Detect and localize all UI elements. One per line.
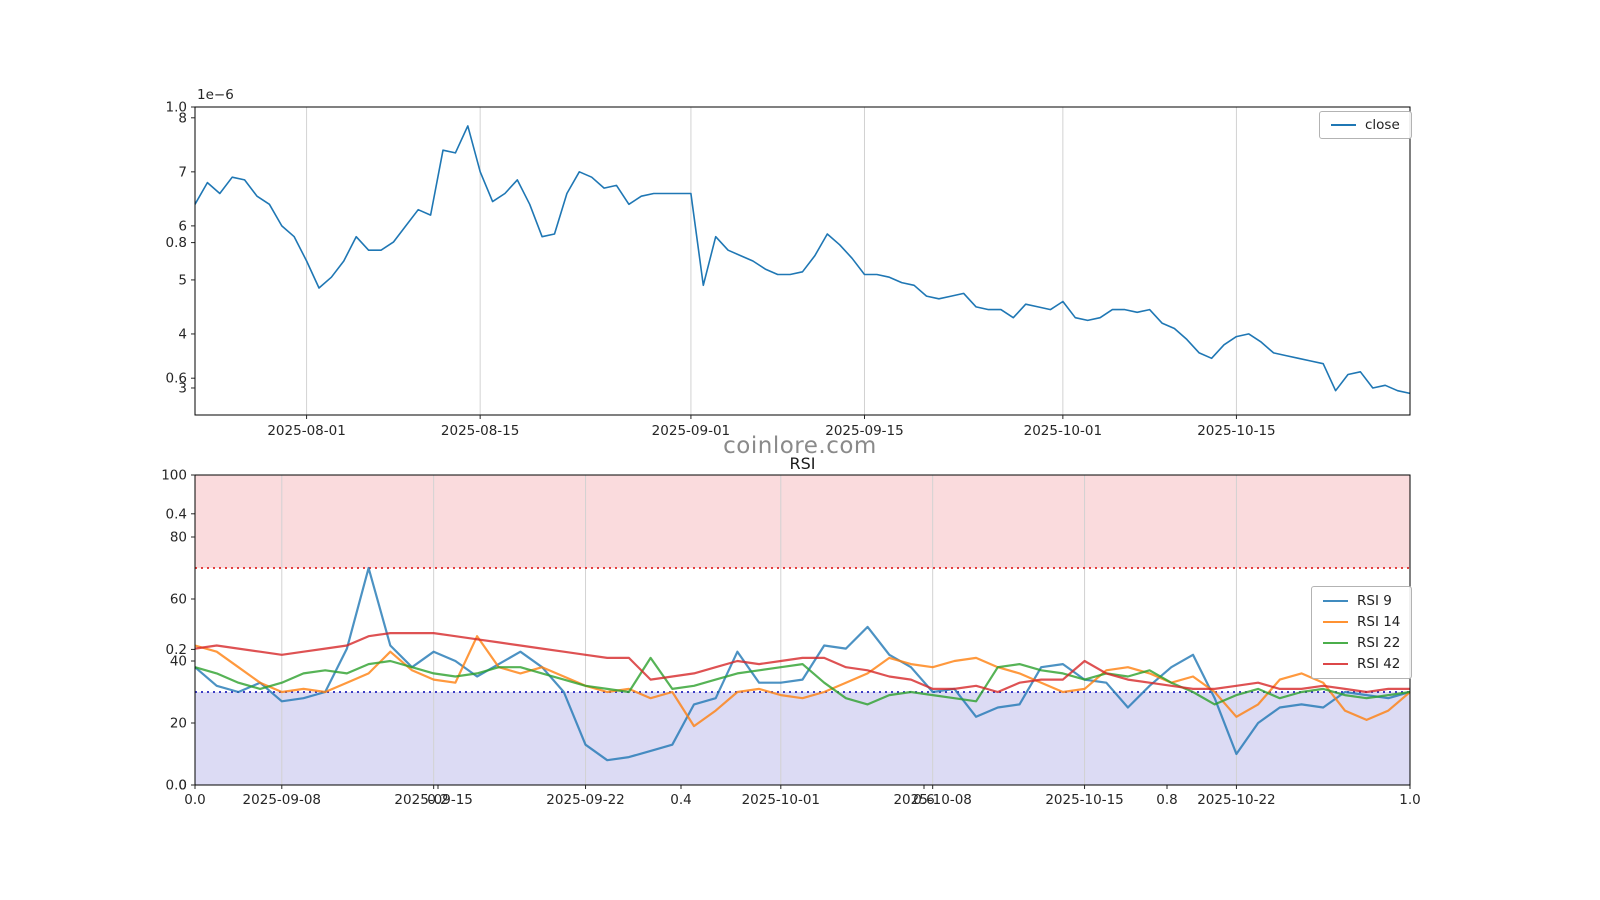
svg-text:2025-10-01: 2025-10-01	[742, 792, 820, 808]
svg-text:0.4: 0.4	[670, 792, 691, 808]
close-line	[194, 125, 1411, 395]
svg-text:0.2: 0.2	[427, 792, 448, 808]
rsi-legend-item: RSI 14	[1323, 614, 1400, 630]
rsi-legend-item: RSI 42	[1323, 656, 1400, 672]
rsi-legend-item: RSI 22	[1323, 635, 1400, 651]
svg-text:0.6: 0.6	[913, 792, 934, 808]
svg-text:2025-09-15: 2025-09-15	[394, 792, 472, 808]
svg-text:7: 7	[178, 164, 187, 180]
svg-text:0.0: 0.0	[166, 778, 187, 794]
price-legend: close	[1319, 111, 1412, 139]
rsi-panel: 0 20 40 60 80 100 2025-09-08 2025-09-15 2025-09-…	[161, 468, 1411, 808]
svg-text:2025-09-08: 2025-09-08	[243, 792, 321, 808]
rsi-line-rsi-14	[194, 635, 1411, 728]
rsi9-line-swatch	[1323, 600, 1348, 602]
svg-text:5: 5	[178, 272, 187, 288]
svg-text:80: 80	[170, 530, 187, 546]
rsi22-line-swatch	[1323, 642, 1348, 644]
svg-text:40: 40	[170, 654, 187, 670]
rsi42-legend-label: RSI 42	[1357, 656, 1401, 672]
close-legend-label: close	[1365, 117, 1400, 133]
rsi42-line-swatch	[1323, 663, 1348, 665]
rsi22-legend-label: RSI 22	[1357, 635, 1401, 651]
svg-text:0.4: 0.4	[166, 506, 187, 522]
rsi14-legend-label: RSI 14	[1357, 614, 1401, 630]
svg-text:2025-10-08: 2025-10-08	[893, 792, 971, 808]
svg-text:0.6: 0.6	[166, 371, 187, 387]
close-line-swatch	[1331, 124, 1356, 126]
svg-text:0: 0	[178, 778, 187, 794]
rsi-panel-title: RSI	[789, 454, 816, 473]
svg-text:4: 4	[178, 326, 187, 342]
svg-text:1.0: 1.0	[166, 100, 187, 116]
svg-text:0.8: 0.8	[1156, 792, 1177, 808]
rsi9-legend-label: RSI 9	[1357, 593, 1392, 609]
svg-text:6: 6	[178, 218, 187, 234]
outer-axes-ticks: 0.0 0.2 0.4 0.6 0.8 1.0 0.0 0.2 0.4 0.6 0.8 1.0	[166, 100, 1421, 809]
svg-text:0.8: 0.8	[166, 235, 187, 251]
rsi-line-rsi-42	[194, 631, 1410, 694]
svg-text:1.0: 1.0	[1399, 792, 1420, 808]
svg-text:20: 20	[170, 716, 187, 732]
svg-text:2025-10-15: 2025-10-15	[1045, 792, 1123, 808]
svg-text:0.0: 0.0	[184, 792, 205, 808]
rsi-line-rsi-22	[194, 656, 1411, 706]
rsi14-line-swatch	[1323, 621, 1348, 623]
svg-text:3: 3	[178, 380, 187, 396]
rsi-legend: RSI 9 RSI 14 RSI 22 RSI 42	[1311, 586, 1413, 679]
rsi-legend-item: RSI 9	[1323, 593, 1400, 609]
svg-text:2025-09-01: 2025-09-01	[652, 423, 730, 439]
svg-text:60: 60	[170, 592, 187, 608]
svg-text:2025-09-22: 2025-09-22	[546, 792, 624, 808]
svg-text:8: 8	[178, 110, 187, 126]
svg-text:2025-08-15: 2025-08-15	[441, 423, 519, 439]
svg-text:0.2: 0.2	[166, 642, 187, 658]
svg-text:100: 100	[161, 468, 187, 484]
svg-text:1e−6: 1e−6	[197, 87, 234, 103]
svg-text:2025-10-22: 2025-10-22	[1197, 792, 1275, 808]
svg-text:2025-09-15: 2025-09-15	[825, 423, 903, 439]
overbought-band	[195, 475, 1410, 568]
svg-text:2025-10-15: 2025-10-15	[1197, 423, 1275, 439]
price-panel: 3 4 5 6 7 8 1e−6 2025-08-01 2025-08-15 2025-09-01…	[178, 87, 1411, 439]
rsi-line-rsi-9	[194, 566, 1411, 762]
oversold-band	[195, 692, 1410, 785]
svg-text:2025-10-01: 2025-10-01	[1024, 423, 1102, 439]
svg-text:2025-08-01: 2025-08-01	[267, 423, 345, 439]
